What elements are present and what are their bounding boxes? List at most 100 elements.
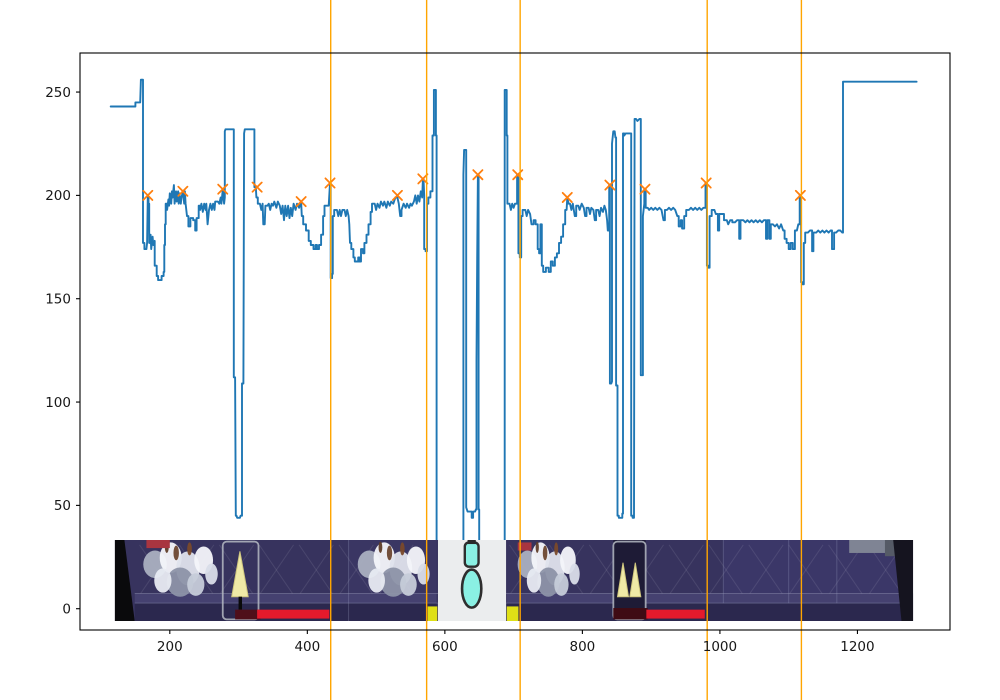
y-tick-label: 50 [54, 498, 71, 514]
cloud-blob [554, 542, 559, 556]
lattice-line [338, 544, 374, 596]
intensity-line [109, 78, 918, 596]
cloud-blob [378, 541, 383, 553]
peak-x-marker [391, 189, 403, 201]
cloud-blob [554, 573, 569, 596]
lattice-line [748, 544, 784, 596]
cloud-blob [386, 545, 393, 561]
lattice-line [298, 544, 334, 596]
lattice-line [748, 544, 784, 596]
dark-panel [613, 540, 646, 610]
lattice-line [298, 544, 334, 596]
lattice-line [708, 544, 744, 596]
cloud-blob [380, 567, 407, 597]
axes-spines [79, 52, 951, 631]
x-marker-stroke [217, 183, 229, 195]
cloud-blob [187, 573, 205, 596]
x-marker-stroke [391, 189, 403, 201]
x-tick-label: 1000 [703, 639, 737, 655]
x-tick-label: 600 [432, 639, 458, 655]
cloud-blob [526, 568, 542, 593]
left-black-wedge [114, 540, 135, 621]
cloud-blob [400, 542, 405, 556]
x-marker-stroke [472, 169, 484, 181]
axes: 200 400 600 800 1000 1200 0 50 100 150 200 250 [45, 52, 951, 655]
peak-x-marker [142, 189, 154, 201]
lattice-line [258, 544, 294, 596]
peak-x-marker [177, 185, 189, 197]
yellow-triangle [616, 562, 630, 598]
y-tick-label: 0 [62, 601, 71, 617]
x-tick-label: 400 [294, 639, 320, 655]
maroon-bar [613, 608, 648, 620]
lattice-line [788, 544, 824, 596]
lattice-line [258, 544, 294, 596]
red-bar [257, 609, 330, 619]
y-tick-label: 150 [45, 291, 71, 307]
lattice-line [668, 544, 704, 596]
cloud-blob [187, 542, 192, 556]
lattice-line [828, 544, 864, 596]
x-tick-label: 1200 [840, 639, 874, 655]
x-marker-stroke [177, 185, 189, 197]
boundary-vlines [330, 0, 803, 700]
x-marker-stroke [142, 189, 154, 201]
triangle-stem [238, 596, 243, 610]
x-marker-stroke [604, 179, 616, 191]
yellow-marker [427, 606, 438, 621]
lattice-line [788, 544, 824, 596]
peak-x-marker [217, 183, 229, 195]
cloud-blob [537, 567, 560, 597]
x-marker-stroke [639, 183, 651, 195]
x-marker-stroke [417, 173, 429, 185]
red-accent [517, 542, 532, 551]
red-bar [646, 609, 705, 619]
image-strip [114, 540, 914, 621]
cloud-blob [154, 568, 172, 593]
yellow-triangle [629, 562, 642, 598]
cloud-blob [166, 567, 194, 597]
y-tick-label: 100 [45, 395, 71, 411]
capsule-cap [467, 540, 476, 545]
capsule-bottom [460, 568, 483, 609]
peak-x-marker [251, 181, 263, 193]
data-line-layer [109, 78, 918, 596]
rail-band [134, 593, 437, 604]
ground-row [506, 603, 914, 621]
cloud-blob [535, 541, 539, 553]
peak-x-marker [472, 169, 484, 181]
cloud-blob [368, 568, 385, 593]
yellow-marker [506, 606, 519, 621]
x-marker-stroke [700, 177, 712, 189]
cloud-blob [205, 563, 218, 585]
x-marker-stroke [295, 196, 307, 208]
x-tick-label: 800 [569, 639, 595, 655]
cloud-blob [417, 563, 430, 585]
peak-x-marker [604, 179, 616, 191]
y-tick-label: 250 [45, 85, 71, 101]
capsule-top [463, 541, 480, 568]
maroon-bar [235, 609, 261, 620]
peak-x-marker [639, 183, 651, 195]
cloud-blob [569, 563, 580, 585]
peak-x-marker [417, 173, 429, 185]
peak-x-marker [700, 177, 712, 189]
lattice-line [868, 544, 904, 596]
x-marker-stroke [794, 189, 806, 201]
cloud-blob [173, 545, 179, 561]
cloud-blob [400, 573, 417, 596]
right-dark-wedge [893, 540, 914, 621]
x-tick-label: 200 [157, 639, 183, 655]
peak-x-marker [561, 191, 573, 203]
lattice-line [708, 544, 744, 596]
peak-x-marker [794, 189, 806, 201]
panel-frame [221, 540, 260, 621]
lattice-line [668, 544, 704, 596]
y-tick-label: 200 [45, 188, 71, 204]
lattice-line [828, 544, 864, 596]
cloud-blob [542, 545, 548, 561]
red-accent [146, 540, 170, 549]
peak-x-marker [295, 196, 307, 208]
